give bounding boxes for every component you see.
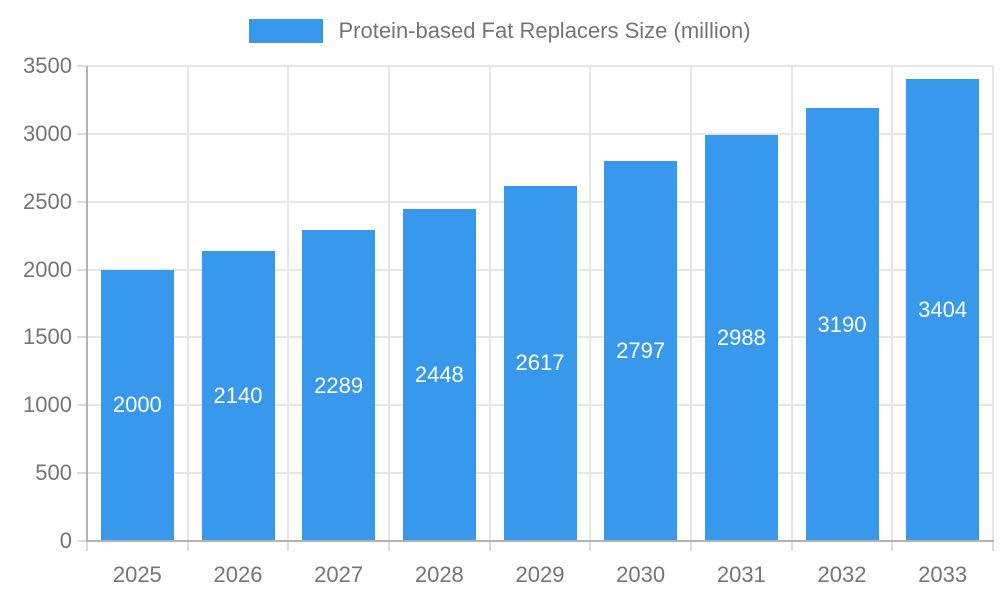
- y-axis-tick: [77, 540, 87, 542]
- x-axis-tick: [287, 542, 290, 551]
- legend: Protein-based Fat Replacers Size (millio…: [0, 18, 1000, 44]
- gridline-vertical: [186, 66, 189, 541]
- y-axis-line: [86, 66, 88, 542]
- gridline-vertical: [488, 66, 491, 541]
- x-axis-tick: [690, 542, 692, 551]
- x-tick-label: 2031: [716, 562, 766, 587]
- y-tick-label: 3500: [23, 53, 72, 78]
- gridline-horizontal: [87, 132, 993, 135]
- y-axis-tick: [77, 404, 87, 407]
- bar-value-label: 2988: [716, 325, 766, 351]
- y-tick-label: 2000: [23, 256, 72, 282]
- x-tick-label: 2033: [918, 562, 968, 587]
- bar-2027: [302, 230, 376, 541]
- x-tick-label: 2028: [414, 562, 464, 587]
- bar-2032: [805, 108, 879, 541]
- legend-label: Protein-based Fat Replacers Size (millio…: [338, 18, 751, 43]
- bar-2033: [906, 79, 980, 541]
- y-axis-tick: [77, 132, 87, 135]
- bar-value-label: 2617: [515, 350, 565, 376]
- x-axis-tick: [186, 542, 189, 551]
- gridline-vertical: [589, 66, 592, 541]
- y-tick-label: 1000: [23, 392, 72, 418]
- x-tick-label: 2030: [616, 562, 666, 587]
- x-axis-tick: [992, 542, 994, 551]
- x-axis-tick: [790, 542, 793, 551]
- gridline-vertical: [992, 66, 994, 541]
- y-axis-tick: [77, 268, 87, 271]
- y-axis-tick: [77, 65, 87, 67]
- x-axis-tick: [891, 542, 894, 551]
- y-axis-tick: [77, 200, 87, 203]
- legend-item[interactable]: Protein-based Fat Replacers Size (millio…: [249, 18, 751, 44]
- gridline-vertical: [891, 66, 894, 541]
- gridline-vertical: [388, 66, 390, 541]
- bar-value-label: 3404: [918, 297, 968, 322]
- x-tick-label: 2025: [112, 562, 162, 587]
- y-tick-label: 500: [35, 460, 72, 486]
- y-axis-tick: [77, 472, 87, 475]
- gridline-vertical: [790, 66, 793, 541]
- x-tick-label: 2027: [314, 562, 364, 587]
- bar-value-label: 2140: [213, 382, 263, 408]
- bar-2030: [604, 161, 678, 541]
- bar-2031: [704, 135, 778, 541]
- x-axis-tick: [488, 542, 491, 551]
- bar-value-label: 3190: [817, 311, 867, 337]
- bar-2029: [503, 185, 577, 541]
- bar-value-label: 2289: [314, 372, 364, 398]
- bar-2025: [100, 269, 174, 541]
- y-tick-label: 0: [59, 528, 72, 553]
- bar-value-label: 2000: [112, 392, 162, 418]
- gridline-vertical: [690, 66, 692, 541]
- bar-value-label: 2448: [414, 361, 464, 387]
- y-tick-label: 1500: [23, 324, 72, 350]
- bar-2026: [201, 250, 275, 541]
- gridline-vertical: [287, 66, 290, 541]
- y-tick-label: 3000: [23, 120, 72, 146]
- x-axis-tick: [388, 542, 390, 551]
- x-tick-label: 2026: [213, 562, 263, 587]
- bar-value-label: 2797: [616, 338, 666, 364]
- legend-swatch: [249, 19, 324, 43]
- y-axis-tick: [77, 336, 87, 339]
- x-axis-line: [86, 540, 994, 542]
- x-tick-label: 2032: [817, 562, 867, 587]
- x-axis-tick: [86, 542, 88, 551]
- x-tick-label: 2029: [515, 562, 565, 587]
- gridline-horizontal: [87, 65, 993, 67]
- y-tick-label: 2500: [23, 188, 72, 214]
- bar-2028: [402, 208, 476, 541]
- x-axis-tick: [589, 542, 592, 551]
